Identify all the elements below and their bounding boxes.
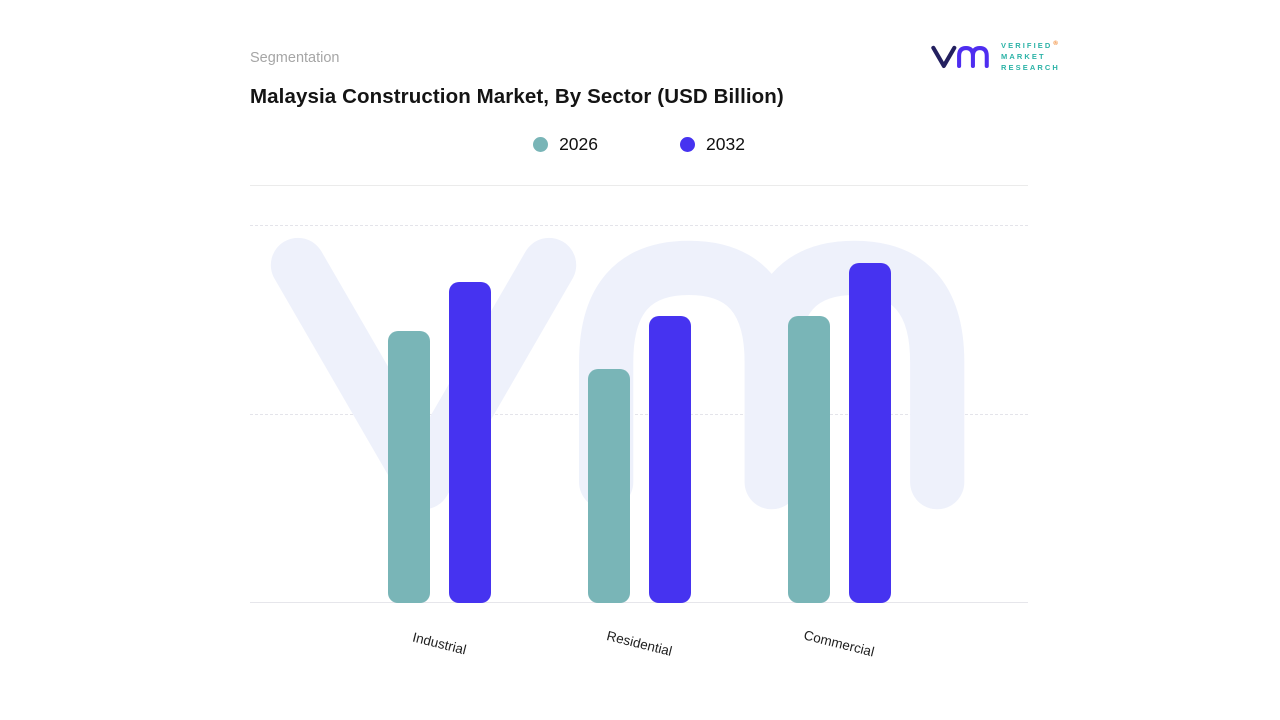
category-label-slot: Industrial — [388, 630, 491, 658]
category-labels: Industrial Residential Commercial — [250, 628, 1028, 660]
legend-label-2032: 2032 — [706, 134, 745, 154]
bar-2026-industrial — [387, 331, 430, 603]
gridline-top — [250, 225, 1028, 226]
bar-group-residential — [587, 225, 691, 603]
registered-mark: ® — [1053, 41, 1058, 47]
header-divider — [250, 185, 1028, 186]
vmr-logo-icon — [931, 45, 989, 68]
chart-title: Malaysia Construction Market, By Sector … — [250, 85, 784, 108]
brand-line-2: MARKET — [1001, 51, 1046, 61]
bar-2032-industrial — [448, 282, 491, 603]
chart-legend: 2026 2032 — [250, 134, 1028, 155]
gridline-middle — [250, 414, 1028, 415]
x-axis-baseline — [250, 602, 1028, 603]
legend-item-2026: 2026 — [533, 134, 598, 155]
legend-dot-2032 — [680, 137, 695, 152]
bar-group-commercial — [787, 225, 891, 603]
brand-wordmark: VERIFIED® MARKET RESEARCH — [1001, 40, 1060, 74]
bar-group-industrial — [387, 225, 491, 603]
legend-item-2032: 2032 — [680, 134, 745, 155]
legend-label-2026: 2026 — [559, 134, 598, 154]
bar-2032-residential — [648, 316, 691, 603]
category-label-slot: Commercial — [788, 628, 891, 660]
category-label-industrial: Industrial — [410, 629, 468, 658]
bar-groups — [250, 225, 1028, 603]
bar-2026-commercial — [787, 316, 830, 603]
brand-logo: VERIFIED® MARKET RESEARCH — [930, 40, 1060, 74]
bar-2032-commercial — [848, 263, 891, 603]
brand-line-3: RESEARCH — [1001, 62, 1060, 72]
plot-area: Industrial Residential Commercial — [250, 225, 1028, 659]
brand-line-1: VERIFIED® — [1001, 41, 1058, 50]
category-label-commercial: Commercial — [802, 627, 876, 660]
eyebrow-label: Segmentation — [250, 50, 340, 66]
category-label-residential: Residential — [604, 628, 674, 659]
category-label-slot: Residential — [588, 628, 691, 659]
bar-2026-residential — [587, 369, 630, 603]
legend-dot-2026 — [533, 137, 549, 152]
